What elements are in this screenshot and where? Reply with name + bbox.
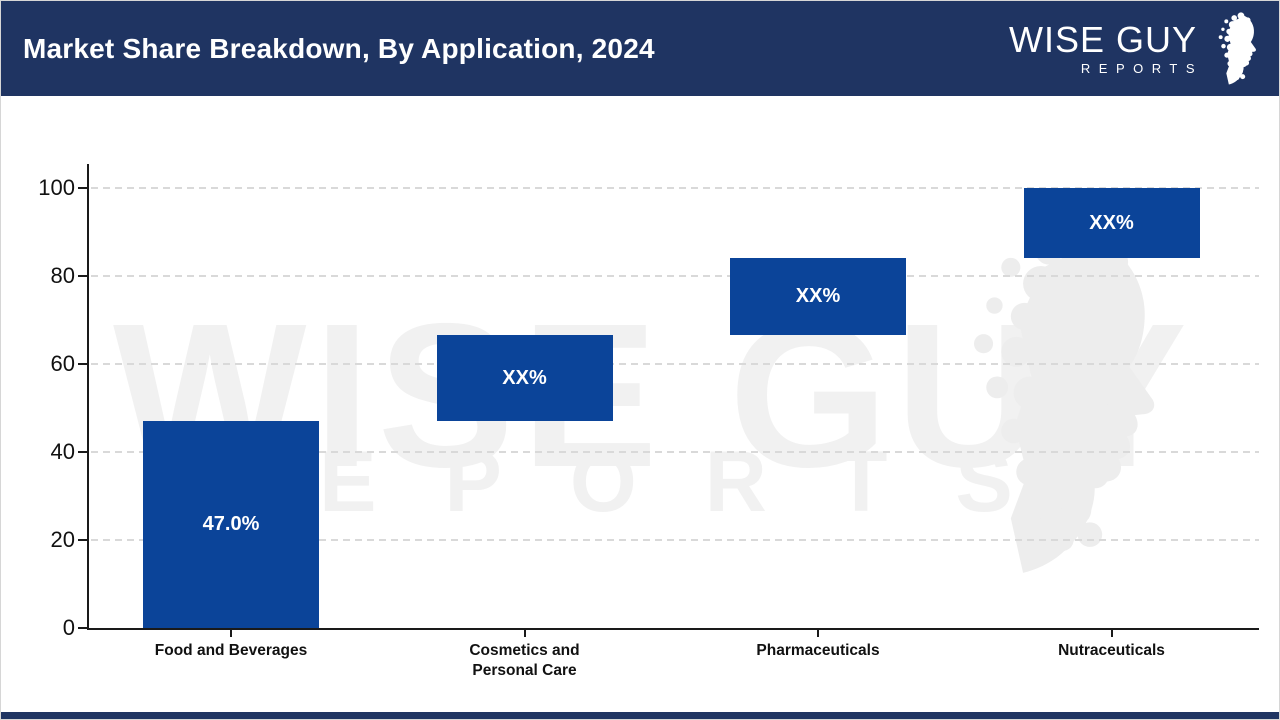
gridline-y60 [91,363,1259,365]
x-tick-mark [523,630,526,637]
bar-segment: XX% [730,258,906,336]
x-tick-mark [230,630,232,637]
bar-value-label: XX% [795,285,841,308]
dotted-face-profile-icon [1218,11,1256,85]
x-category-label: Nutraceuticals [1058,642,1165,659]
x-category-label: Cosmetics and Personal Care [469,642,580,679]
bar-value-label: XX% [502,366,547,389]
y-tick-label: 80 [50,263,75,288]
x-axis-line [87,628,1259,630]
y-tick-mark [78,627,89,629]
y-tick-mark [78,363,89,365]
waterfall-chart-plot-area: 0 20 40 60 80 100 47.0% Food and Beverages XX% Co… [1,96,1279,714]
y-tick-label: 60 [50,351,75,376]
bar-segment: XX% [1023,188,1200,259]
y-tick-mark [78,451,89,453]
header-band: Market Share Breakdown, By Application, … [1,1,1279,96]
gridline-y100 [91,187,1259,189]
bar-segment: 47.0% [143,421,319,628]
gridline-y20 [91,539,1259,541]
x-category-label: Pharmaceuticals [756,642,880,659]
gridline-y80 [91,275,1259,277]
bar-value-label: XX% [1089,211,1134,234]
page-title: Market Share Breakdown, By Application, … [23,32,655,64]
bar-value-label: 47.0% [202,513,260,536]
brand-subname: REPORTS [1080,60,1203,76]
y-tick-mark [78,275,89,277]
brand-logo: WISE GUY REPORTS [1008,11,1259,86]
footer-band [1,712,1279,719]
x-category-label: Food and Beverages [154,642,308,659]
y-tick-label: 20 [50,527,75,552]
y-axis-line [87,164,89,630]
y-tick-mark [78,187,89,189]
y-tick-mark [78,539,89,541]
brand-name: WISE GUY [1008,18,1197,60]
y-tick-label: 0 [62,615,75,640]
watermark-text-line2: REPORTS [189,434,1081,530]
bar-segment: XX% [436,335,613,422]
gridline-y40 [91,451,1259,453]
y-tick-label: 100 [38,175,75,200]
brand-logo-text: WISE GUY REPORTS [1008,18,1197,76]
x-tick-mark [1110,630,1113,637]
x-tick-mark [817,630,819,637]
y-tick-label: 40 [50,439,75,464]
